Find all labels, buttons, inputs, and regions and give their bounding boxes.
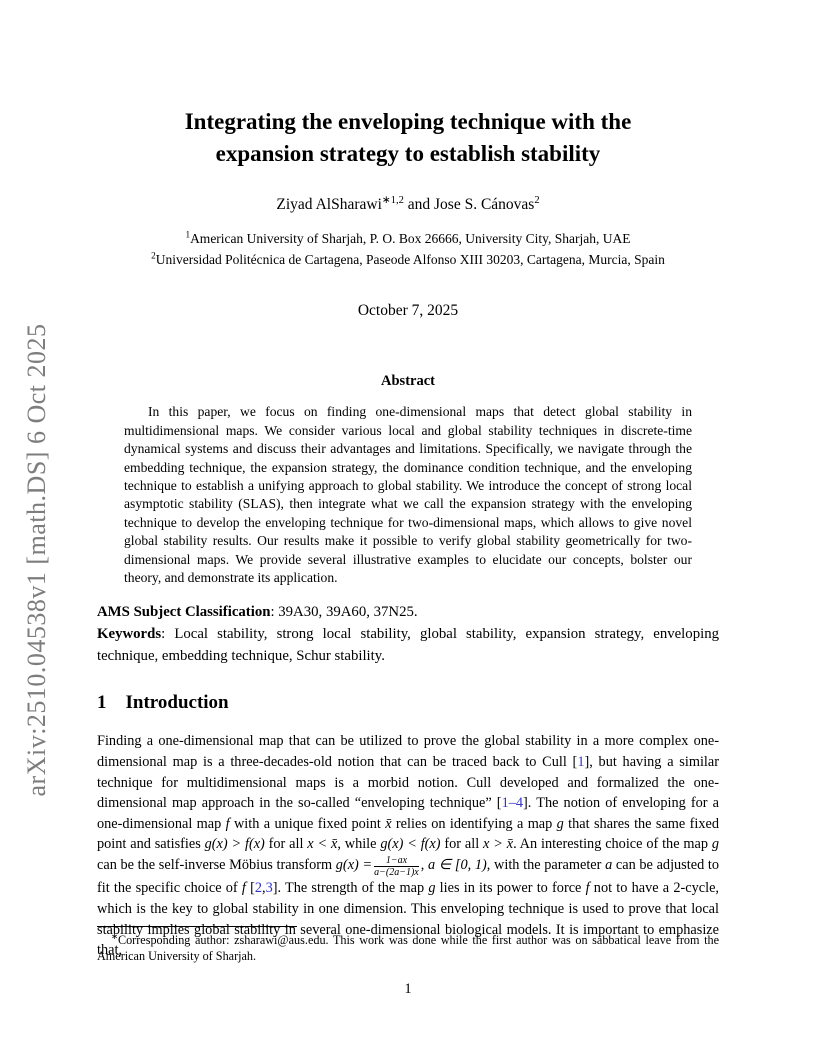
footnote-block: ∗Corresponding author: zsharawi@aus.edu.… bbox=[97, 926, 719, 964]
paper-date: October 7, 2025 bbox=[357, 302, 459, 320]
introduction-paragraph: Finding a one-dimensional map that can b… bbox=[97, 733, 720, 959]
citation-link[interactable]: 2 bbox=[254, 880, 262, 897]
keywords: Keywords: Local stability, strong local … bbox=[97, 626, 719, 665]
paper-content: Integrating the enveloping technique wit… bbox=[97, 0, 719, 975]
section-number: 1 bbox=[97, 692, 107, 714]
citation-link[interactable]: 3 bbox=[265, 880, 273, 897]
paper-title: Integrating the enveloping technique wit… bbox=[97, 106, 719, 169]
abstract-text: In this paper, we focus on finding one-d… bbox=[124, 404, 692, 585]
abstract-heading: Abstract bbox=[381, 373, 435, 390]
affiliation-2: 2Universidad Politécnica de Cartagena, P… bbox=[151, 250, 665, 268]
affiliation-1: 1American University of Sharjah, P. O. B… bbox=[185, 229, 631, 247]
affiliations: 1American University of Sharjah, P. O. B… bbox=[97, 229, 719, 271]
classification-block: AMS Subject Classification: 39A30, 39A60… bbox=[97, 601, 719, 667]
author-line: Ziyad AlSharawi∗1,2 and Jose S. Cánovas2 bbox=[276, 195, 540, 214]
citation-link[interactable]: 1–4 bbox=[501, 795, 524, 812]
footnote-text: ∗Corresponding author: zsharawi@aus.edu.… bbox=[97, 931, 719, 964]
citation-link[interactable]: 1 bbox=[577, 753, 585, 770]
footnote-rule bbox=[97, 926, 297, 927]
inline-fraction: 1−ax a−(2a−1)x bbox=[374, 855, 419, 879]
arxiv-watermark: arXiv:2510.04538v1 [math.DS] 6 Oct 2025 bbox=[22, 323, 51, 797]
page-number: 1 bbox=[404, 981, 412, 997]
paper-title-line1: Integrating the enveloping technique wit… bbox=[184, 109, 632, 134]
ams-classification: AMS Subject Classification: 39A30, 39A60… bbox=[97, 604, 418, 621]
paper-title-line2: expansion strategy to establish stabilit… bbox=[215, 140, 601, 166]
section-1-heading: 1 Introduction bbox=[97, 692, 719, 714]
section-title: Introduction bbox=[125, 692, 229, 714]
